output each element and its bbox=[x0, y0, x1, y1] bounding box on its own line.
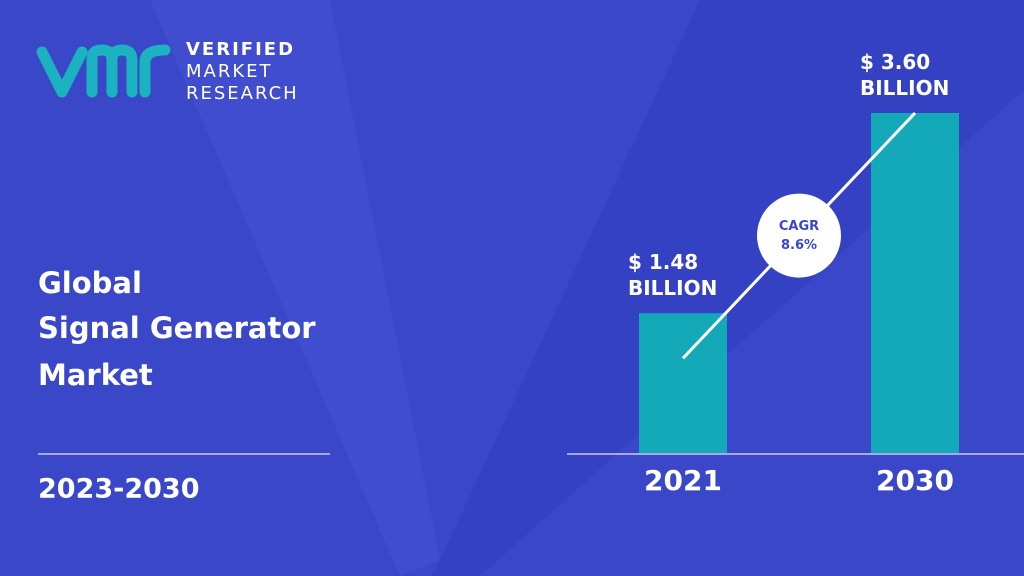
logo-text: MARKET bbox=[186, 61, 273, 82]
x-tick-label: 2021 bbox=[644, 464, 722, 497]
title: Signal Generator bbox=[38, 311, 316, 345]
bar bbox=[639, 313, 727, 453]
bg-shape bbox=[150, 0, 440, 576]
cagr-badge bbox=[757, 193, 841, 278]
logo-text: VERIFIED bbox=[186, 39, 295, 60]
bar bbox=[871, 113, 959, 453]
logo-text: RESEARCH bbox=[186, 83, 299, 104]
value-label: $ 1.48 BILLION bbox=[628, 250, 718, 301]
value-label-box: $ 3.60 BILLION bbox=[860, 50, 950, 100]
cagr-value: 8.6% bbox=[781, 238, 817, 253]
period: 2023-2030 bbox=[38, 474, 200, 505]
x-tick-label: 2030 bbox=[876, 464, 954, 497]
value-label-box: $ 1.48 BILLION bbox=[628, 250, 718, 301]
title: Global bbox=[38, 266, 142, 300]
value-label: $ 3.60 BILLION bbox=[860, 50, 950, 100]
logo-icon bbox=[36, 44, 171, 98]
cagr-label: CAGR bbox=[779, 219, 819, 234]
title: Market bbox=[38, 358, 153, 392]
